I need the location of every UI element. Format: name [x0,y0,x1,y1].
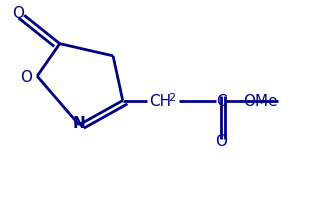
Text: O: O [20,69,32,84]
Text: O: O [215,134,227,148]
Text: CH: CH [149,94,171,108]
Text: C: C [216,94,226,108]
Text: 2: 2 [168,93,175,103]
Text: N: N [73,115,86,130]
Text: OMe: OMe [243,94,278,108]
Text: O: O [12,6,24,21]
